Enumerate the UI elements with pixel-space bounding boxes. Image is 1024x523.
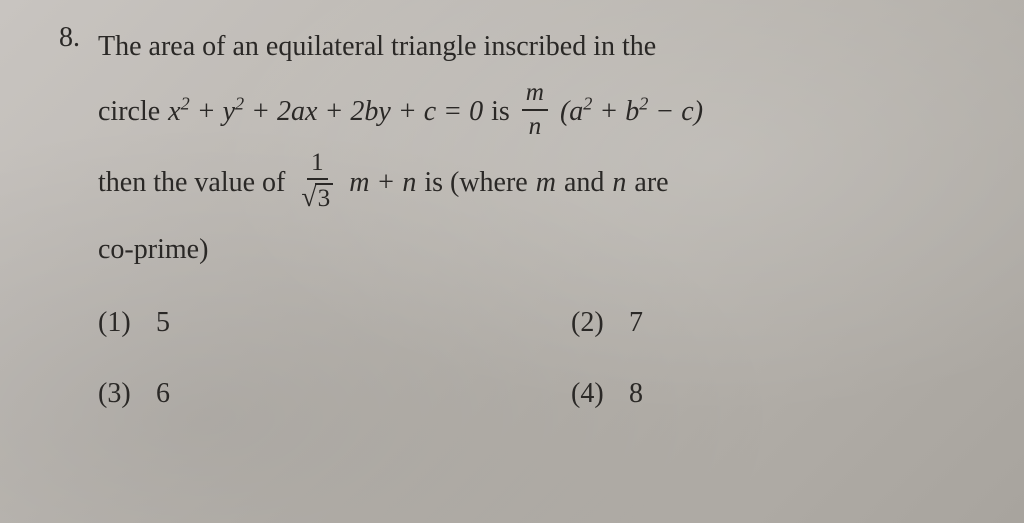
fraction-numerator: 1 [307,149,328,181]
sqrt-argument: 3 [315,183,334,213]
option-4: (4) 8 [571,367,984,420]
text-segment: circle [98,85,160,138]
var-n: n [612,156,626,209]
sqrt-expr: √ 3 [301,182,333,212]
question-line-1: The area of an equilateral triangle insc… [98,20,984,73]
var-m: m [536,156,556,209]
expr-tail: m + n [349,156,416,209]
question-line-3: then the value of 1 √ 3 m + n is (where … [98,151,984,215]
question-line-2: circle x2 + y2 + 2ax + 2by + c = 0 is m … [98,81,984,142]
option-label: (1) [98,296,142,349]
option-1: (1) 5 [98,296,511,349]
fraction-denominator: √ 3 [297,180,337,213]
option-label: (2) [571,296,615,349]
option-label: (4) [571,367,615,420]
option-value: 7 [629,296,643,349]
text-segment: is [491,85,510,138]
circle-equation: x2 + y2 + 2ax + 2by + c = 0 [168,85,483,138]
text-segment: co-prime) [98,223,208,276]
option-3: (3) 6 [98,367,511,420]
question-line-4: co-prime) [98,223,984,276]
question-block: 8. The area of an equilateral triangle i… [40,20,984,421]
fraction-1-over-sqrt3: 1 √ 3 [297,149,337,213]
option-value: 8 [629,367,643,420]
option-2: (2) 7 [571,296,984,349]
option-value: 5 [156,296,170,349]
text-segment: are [634,156,668,209]
question-row: 8. The area of an equilateral triangle i… [40,20,984,421]
question-number: 8. [40,20,80,54]
question-content: The area of an equilateral triangle insc… [98,20,984,421]
fraction-denominator: n [525,111,546,141]
option-value: 6 [156,367,170,420]
fraction-m-over-n: m n [522,79,548,140]
text-segment: is (where [424,156,527,209]
options-grid: (1) 5 (2) 7 (3) 6 (4) 8 [98,296,984,420]
text-segment: then the value of [98,156,285,209]
text-segment: The area of an equilateral triangle insc… [98,20,656,73]
fraction-numerator: m [522,79,548,111]
option-label: (3) [98,367,142,420]
text-segment: and [564,156,604,209]
paren-expression: (a2 + b2 − c) [560,85,703,138]
